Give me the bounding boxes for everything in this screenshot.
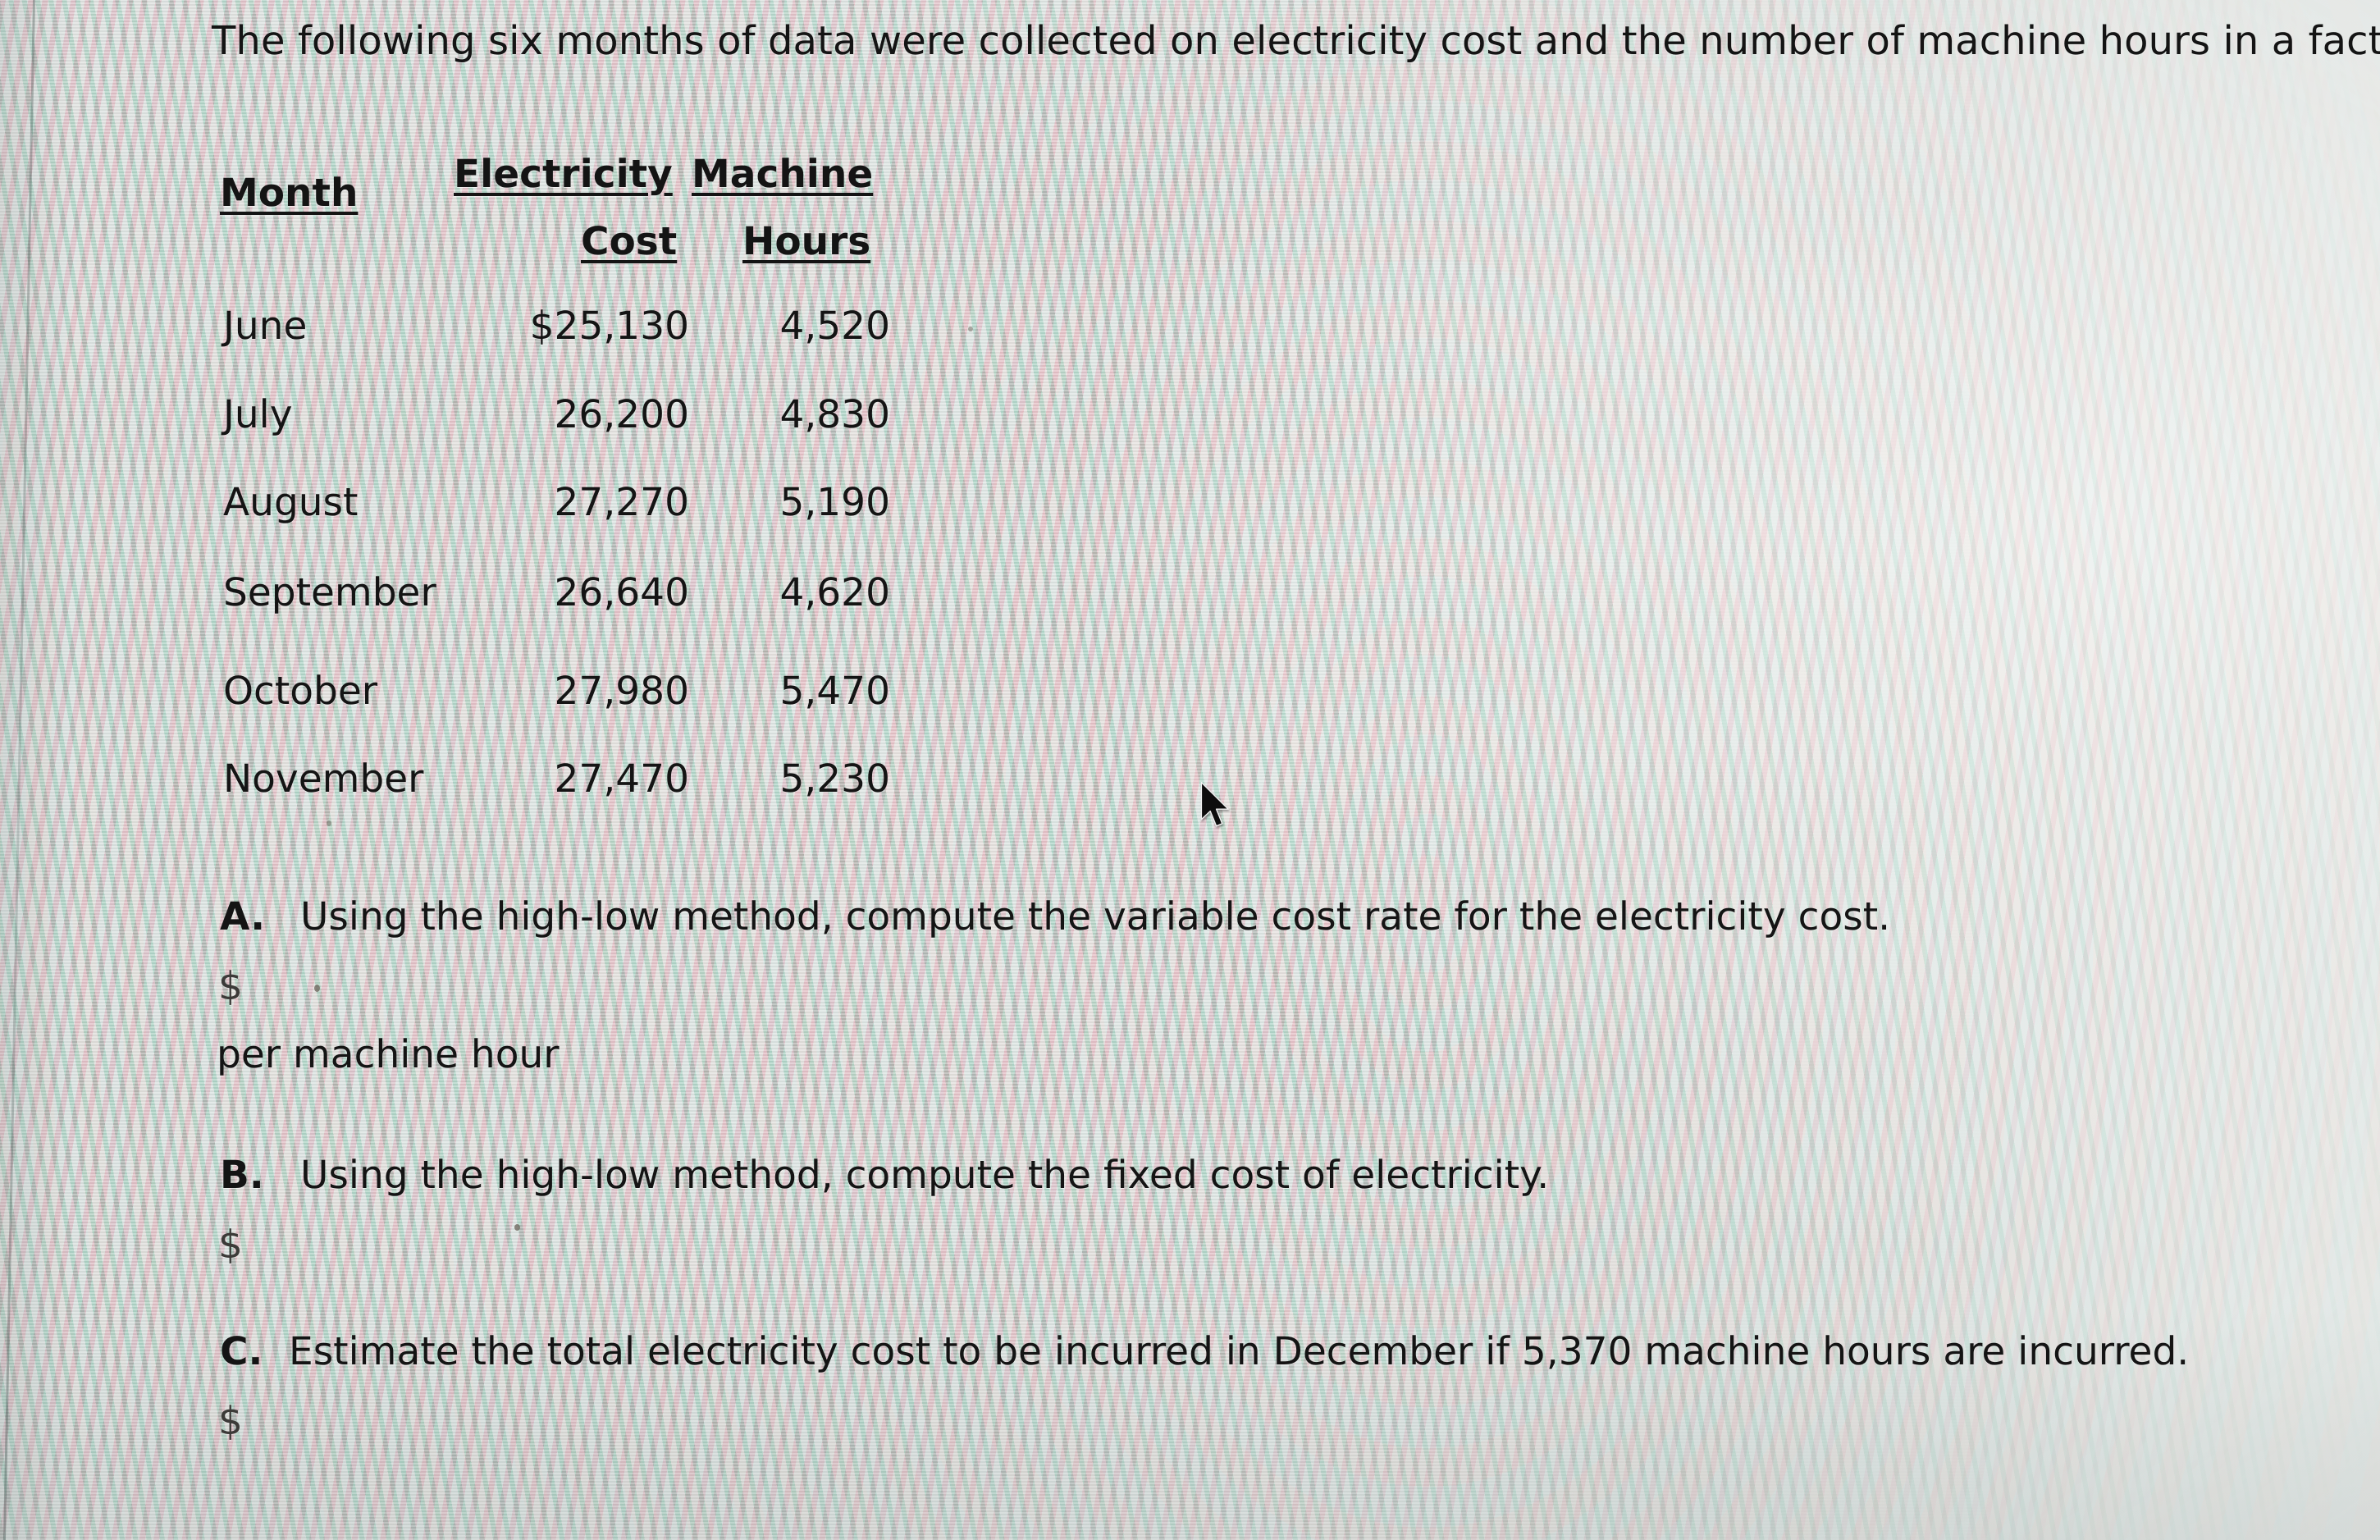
- question-b-prompt: Using the high-low method, compute the f…: [300, 1153, 1550, 1198]
- question-a-prompt: Using the high-low method, compute the v…: [300, 894, 1891, 939]
- question-b-answer-field[interactable]: $: [218, 1222, 243, 1268]
- dust-speck: [514, 1224, 520, 1231]
- column-header-month: Month: [220, 171, 359, 216]
- question-c-prompt: Estimate the total electricity cost to b…: [289, 1329, 2190, 1374]
- table-row: 5,190: [779, 480, 890, 525]
- table-row: 4,830: [779, 392, 890, 437]
- table-row: $25,130: [529, 304, 689, 349]
- table-row: 5,230: [779, 756, 890, 802]
- column-header-cost: Cost: [581, 219, 678, 264]
- table-row: November: [223, 756, 424, 802]
- table-row: 5,470: [779, 669, 890, 714]
- intro-paragraph: The following six months of data were co…: [212, 18, 2380, 64]
- question-c-answer-field[interactable]: $: [218, 1399, 243, 1444]
- table-row: October: [223, 669, 378, 714]
- mouse-pointer-arrow-icon: [1200, 781, 1229, 827]
- column-header-machine: Machine: [692, 152, 874, 197]
- table-row: 26,640: [554, 570, 689, 615]
- question-c-letter: C.: [220, 1329, 263, 1374]
- table-row: 27,470: [554, 756, 689, 802]
- table-row: July: [223, 392, 293, 437]
- table-row: September: [223, 570, 436, 615]
- table-row: 26,200: [554, 392, 689, 437]
- column-header-hours: Hours: [742, 219, 871, 264]
- dust-speck: [314, 985, 320, 992]
- dust-speck: [968, 327, 973, 331]
- question-a-unit-label: per machine hour: [217, 1032, 560, 1077]
- table-row: August: [223, 480, 359, 525]
- table-row: 27,270: [554, 480, 689, 525]
- question-b-letter: B.: [220, 1153, 264, 1198]
- table-row: 4,520: [779, 304, 890, 349]
- table-row: June: [223, 304, 308, 349]
- table-row: 4,620: [779, 570, 890, 615]
- question-a-answer-field[interactable]: $: [218, 964, 243, 1009]
- question-a-letter: A.: [220, 894, 266, 939]
- column-header-electricity: Electricity: [454, 152, 673, 197]
- table-row: 27,980: [554, 669, 689, 714]
- dust-speck: [327, 820, 331, 826]
